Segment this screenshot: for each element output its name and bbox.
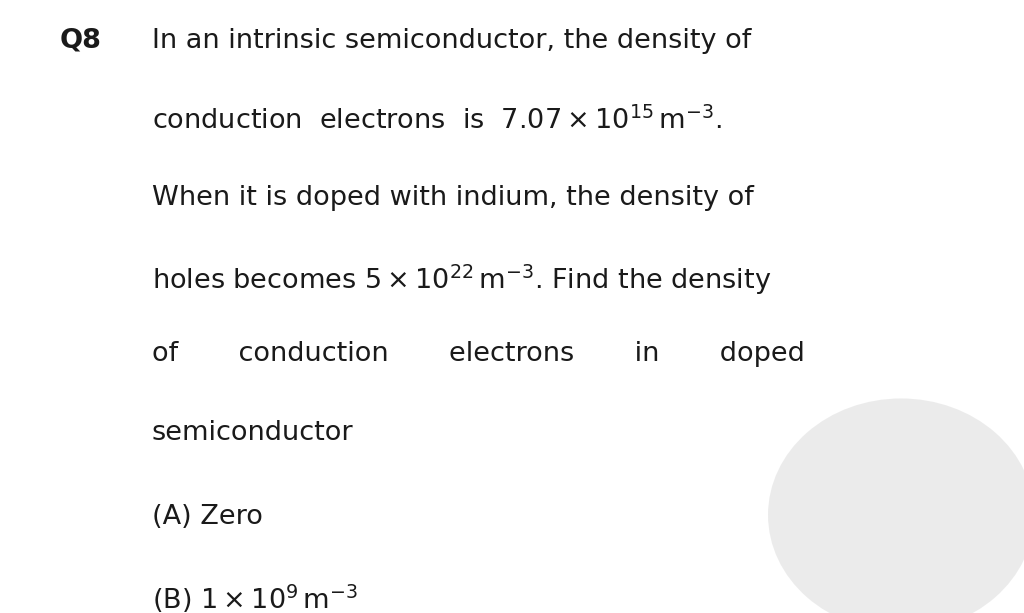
Text: holes becomes $5 \times 10^{22}\,\mathrm{m}^{-3}$. Find the density: holes becomes $5 \times 10^{22}\,\mathrm… [152, 263, 771, 297]
Text: (A) Zero: (A) Zero [152, 504, 262, 530]
Text: (B) $1 \times 10^{9}\,\mathrm{m}^{-3}$: (B) $1 \times 10^{9}\,\mathrm{m}^{-3}$ [152, 583, 357, 613]
Text: of       conduction       electrons       in       doped: of conduction electrons in doped [152, 341, 805, 367]
Text: In an intrinsic semiconductor, the density of: In an intrinsic semiconductor, the densi… [152, 28, 751, 53]
Text: When it is doped with indium, the density of: When it is doped with indium, the densit… [152, 185, 754, 210]
Ellipse shape [768, 398, 1024, 613]
Text: conduction  electrons  is  $7.07 \times 10^{15}\,\mathrm{m}^{-3}$.: conduction electrons is $7.07 \times 10^… [152, 106, 721, 134]
Text: semiconductor: semiconductor [152, 420, 353, 446]
Text: Q8: Q8 [59, 28, 101, 53]
